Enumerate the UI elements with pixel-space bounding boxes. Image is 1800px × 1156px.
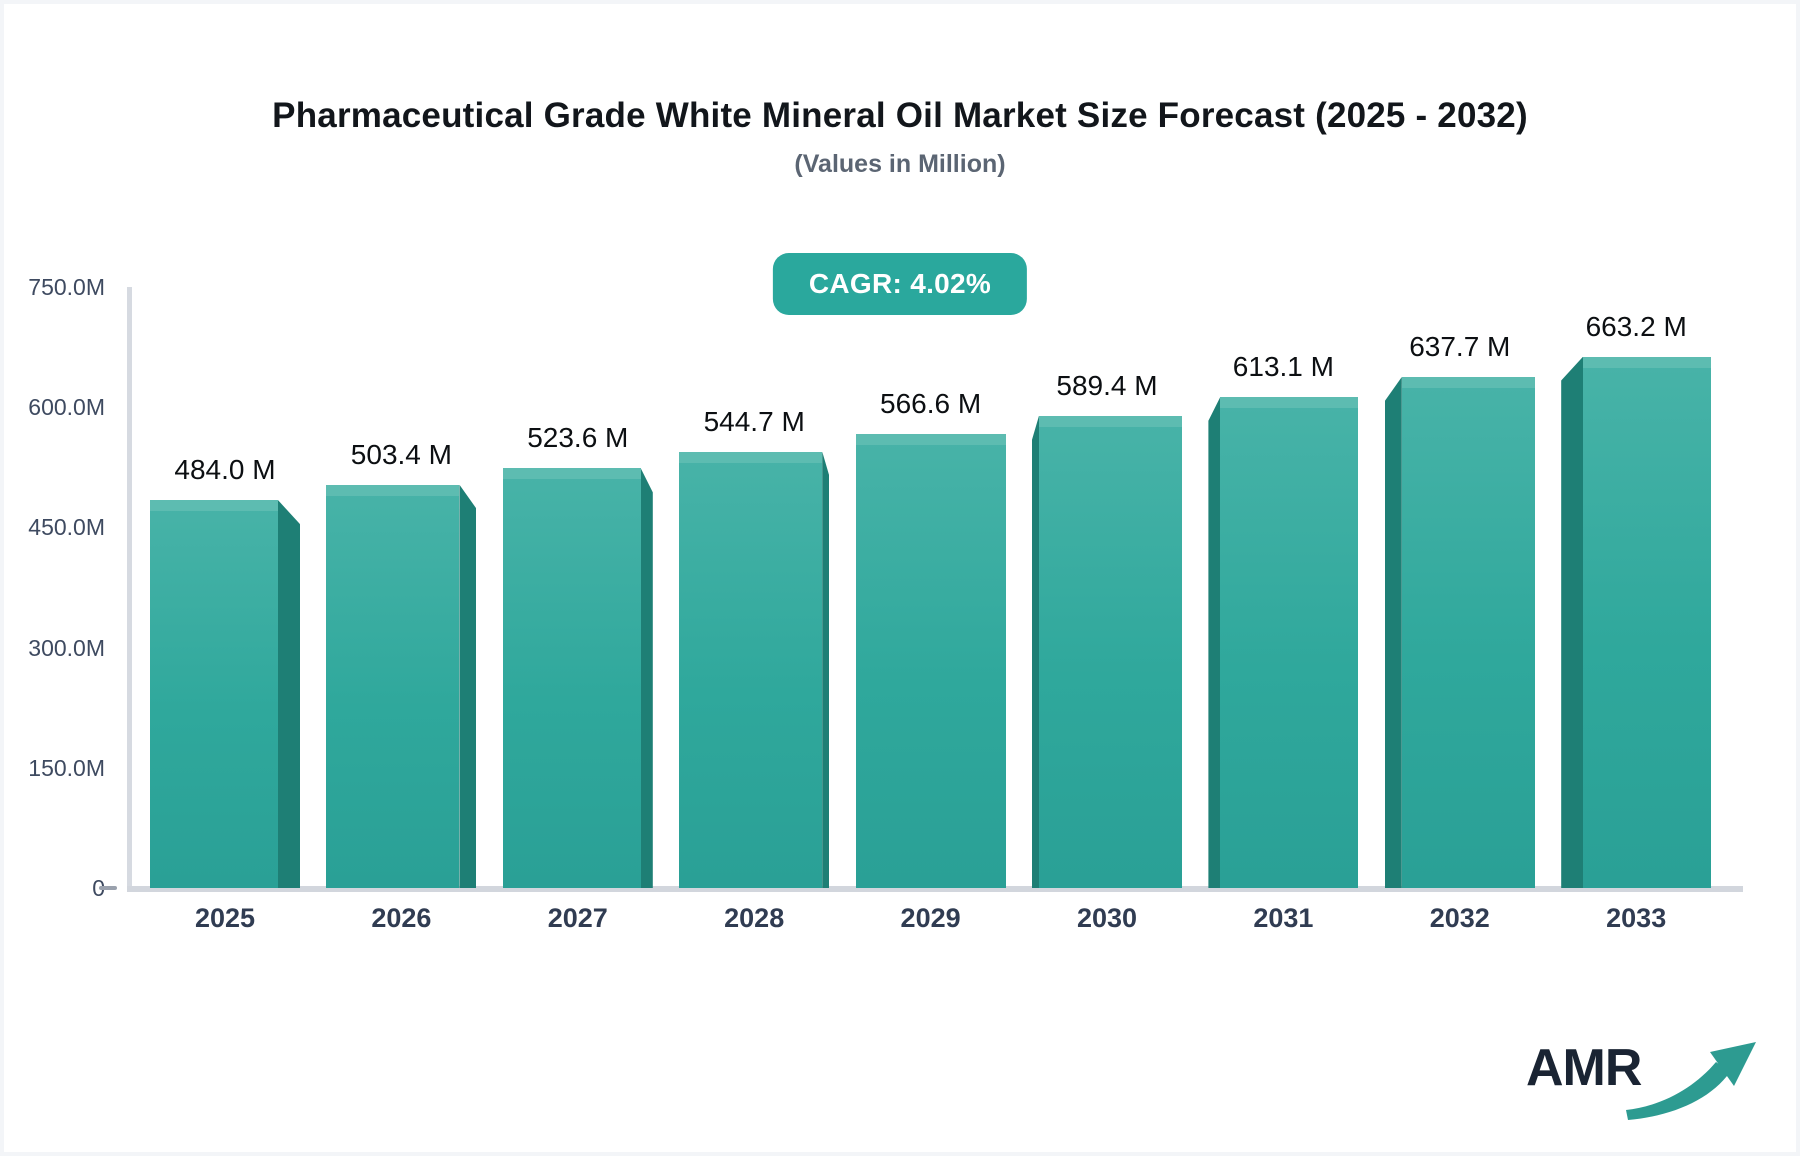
- y-axis-label: 750.0M: [28, 274, 105, 300]
- x-axis-label: 2026: [371, 903, 432, 933]
- x-axis-label: 2031: [1253, 903, 1314, 933]
- bar-body: [1039, 415, 1182, 888]
- bar-body: [1220, 396, 1359, 888]
- bar-2030: [1032, 415, 1182, 888]
- bar-value-label: 613.1 M: [1232, 350, 1334, 382]
- bar-body: [1401, 376, 1535, 888]
- bar-value-label: 566.6 M: [880, 387, 982, 419]
- bar-side-face: [278, 500, 300, 888]
- y-axis-label: 150.0M: [28, 754, 105, 781]
- bar-value-label: 484.0 M: [174, 454, 276, 486]
- growth-arrow-icon: [1614, 1032, 1764, 1133]
- bar-body: [326, 484, 460, 888]
- bar-value-label: 589.4 M: [1056, 369, 1158, 401]
- bar-2033: [1561, 356, 1712, 888]
- bar-value-label: 637.7 M: [1409, 330, 1511, 362]
- x-axis-label: 2027: [547, 903, 608, 933]
- bar-2026: [326, 484, 477, 888]
- bar-body: [502, 468, 641, 888]
- bar-side-face: [1208, 396, 1221, 888]
- bar-side-face: [640, 468, 653, 888]
- bar-2031: [1208, 396, 1359, 888]
- chart-title: Pharmaceutical Grade White Mineral Oil M…: [272, 96, 1528, 135]
- bar-body: [855, 433, 1006, 888]
- x-axis-line: [127, 886, 1743, 892]
- y-axis-label: 0: [0, 874, 105, 902]
- x-axis-label: 2030: [1076, 903, 1138, 933]
- bar-value-label: 503.4 M: [350, 438, 452, 470]
- x-axis-label: 2029: [900, 903, 961, 933]
- x-axis-label: 2032: [1429, 903, 1490, 933]
- y-axis-label: 450.0M: [28, 514, 105, 541]
- bar-2027: [502, 468, 653, 888]
- bar-value-label: 663.2 M: [1585, 310, 1687, 342]
- bar-side-face: [1384, 376, 1402, 888]
- bar-2032: [1384, 376, 1535, 888]
- bar-value-label: 523.6 M: [527, 422, 629, 454]
- bar-body: [1583, 356, 1712, 888]
- y-axis-line: [127, 287, 132, 888]
- y-axis-label: 600.0M: [28, 394, 105, 421]
- bar-body: [679, 451, 823, 888]
- bar-side-face: [459, 484, 477, 888]
- x-axis-label: 2033: [1606, 903, 1667, 933]
- amr-logo: AMR: [1526, 1032, 1756, 1122]
- bar-body: [150, 500, 278, 888]
- bar-side-face: [822, 451, 830, 888]
- y-axis-tick: [99, 886, 117, 890]
- bar-side-face: [1032, 415, 1039, 888]
- bar-value-label: 544.7 M: [703, 405, 805, 437]
- chart-subtitle: (Values in Million): [794, 150, 1006, 178]
- amr-logo-text: AMR: [1526, 1039, 1642, 1097]
- y-axis-label: 300.0M: [28, 634, 105, 661]
- x-axis-label: 2025: [194, 903, 256, 933]
- cagr-badge: CAGR: 4.02%: [772, 253, 1028, 315]
- bar-2028: [679, 451, 830, 888]
- bar-2025: [150, 500, 300, 888]
- bar-side-face: [1561, 356, 1584, 888]
- x-axis-label: 2028: [724, 903, 785, 933]
- bar-2029: [855, 433, 1006, 888]
